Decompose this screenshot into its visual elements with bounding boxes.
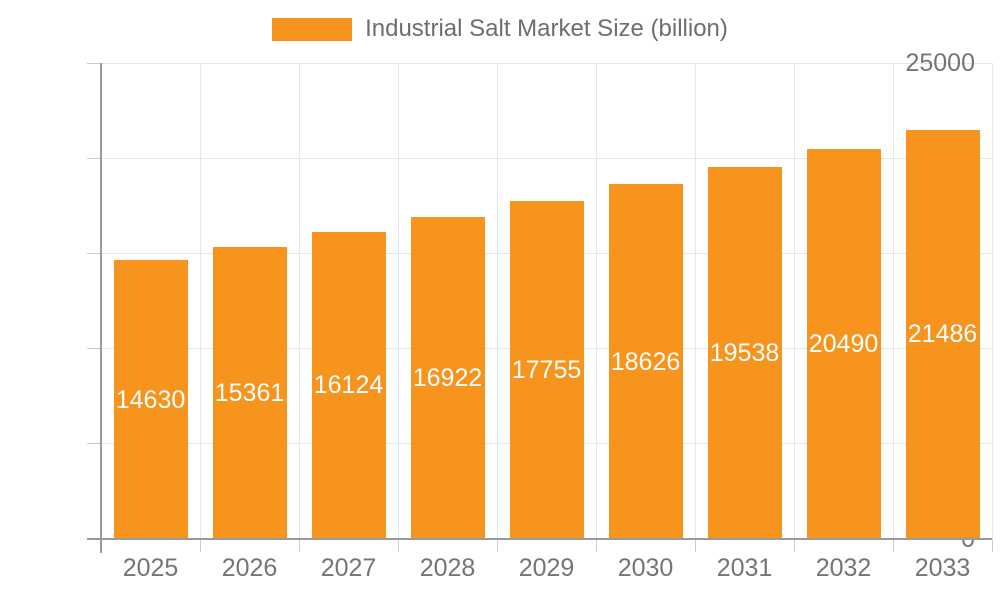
bar-value-label: 14630 [115,385,186,414]
x-axis-tick [595,539,597,552]
x-gridline [793,63,795,539]
x-tick-label: 2025 [122,554,179,582]
legend-swatch-icon [272,17,353,41]
legend-label: Industrial Salt Market Size (billion) [365,15,728,42]
bar[interactable]: 17755 [509,200,584,539]
y-gridline [101,62,992,64]
x-axis-tick [397,539,399,552]
x-axis-tick [694,539,696,552]
x-axis-tick [298,539,300,552]
x-tick-label: 2029 [518,554,575,582]
x-tick-label: 2033 [914,554,971,582]
x-gridline [595,63,597,539]
y-tick-label: 25000 [905,49,975,77]
x-gridline [298,63,300,539]
x-tick-label: 2030 [617,554,674,582]
bar[interactable]: 18626 [608,184,683,539]
x-gridline [397,63,399,539]
bar-value-label: 18626 [610,347,681,376]
x-axis-tick [793,539,795,552]
bar-value-label: 16922 [412,363,483,392]
x-gridline [892,63,894,539]
bar-value-label: 21486 [907,320,978,349]
x-axis-tick [991,539,993,552]
x-axis-tick [199,539,201,552]
bar-value-label: 15361 [214,378,285,407]
x-gridline [496,63,498,539]
x-gridline [199,63,201,539]
x-gridline [991,63,993,539]
bar[interactable]: 21486 [905,129,980,539]
y-gridline [101,157,992,159]
x-axis-tick [892,539,894,552]
x-gridline [694,63,696,539]
plot-area: 0500010000150002000025000146301536116124… [87,51,993,581]
x-tick-label: 2027 [320,554,377,582]
y-axis-tick [87,157,101,159]
bar[interactable]: 15361 [212,246,287,539]
y-axis-tick [87,348,101,350]
bar[interactable]: 20490 [806,148,881,539]
x-axis-line [87,538,992,540]
x-tick-label: 2026 [221,554,278,582]
y-axis-line [100,63,102,553]
bar[interactable]: 19538 [707,166,782,539]
bar[interactable]: 14630 [113,260,188,539]
bar[interactable]: 16922 [410,216,485,539]
bar-value-label: 19538 [709,338,780,367]
bar[interactable]: 16124 [311,231,386,539]
y-axis-tick [87,443,101,445]
bar-value-label: 20490 [808,329,879,358]
x-tick-label: 2032 [815,554,872,582]
y-axis-tick [87,62,101,64]
x-tick-label: 2028 [419,554,476,582]
x-tick-label: 2031 [716,554,773,582]
bar-value-label: 16124 [313,371,384,400]
y-axis-tick [87,252,101,254]
x-axis-tick [496,539,498,552]
bar-value-label: 17755 [511,355,582,384]
legend[interactable]: Industrial Salt Market Size (billion) [0,17,1000,41]
